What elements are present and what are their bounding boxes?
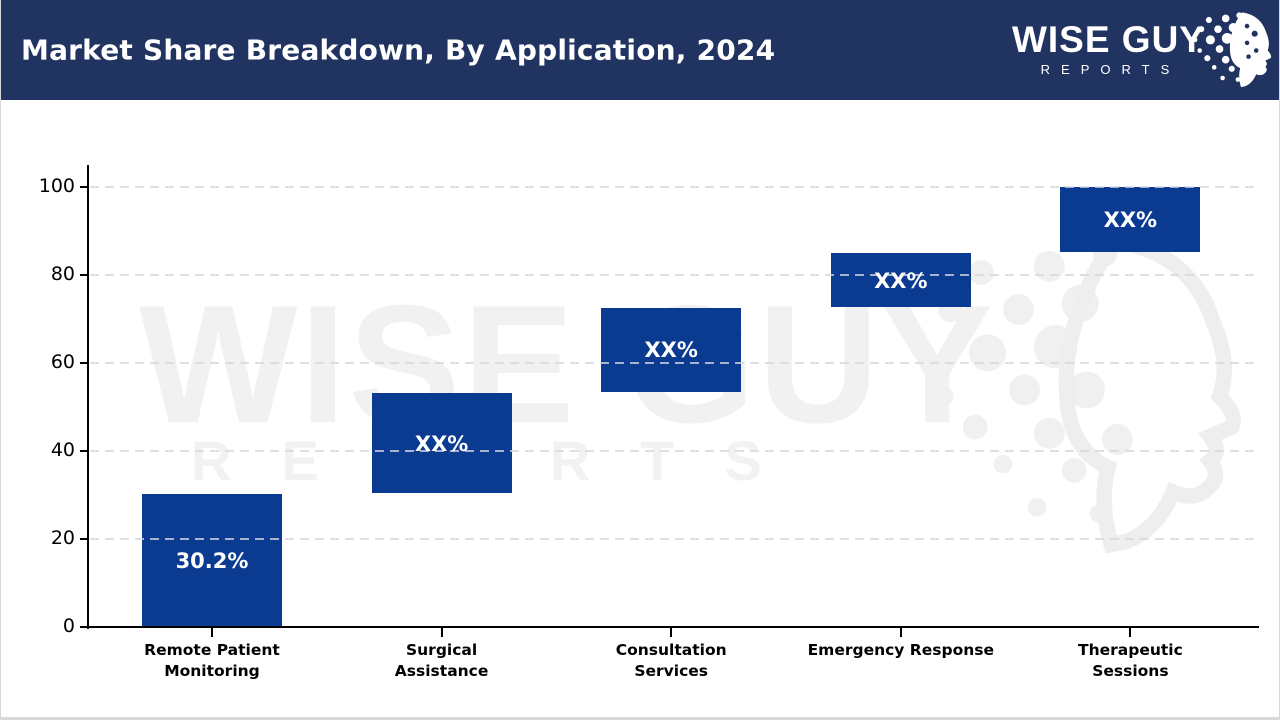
bar-segment: [142, 494, 282, 626]
y-tick-label-40: 40: [50, 439, 75, 461]
x-tick: [440, 628, 443, 637]
x-tick: [899, 628, 902, 637]
x-tick: [1129, 628, 1132, 637]
bar-value-label: XX%: [644, 338, 698, 363]
bar-segment: [601, 308, 742, 392]
x-category-line: Remote Patient: [144, 641, 280, 659]
y-tick-0: [80, 626, 88, 628]
bar-value-label: XX%: [414, 431, 469, 456]
gridline-40: [90, 450, 1259, 452]
logo-wordmark: WISE GUY: [1011, 18, 1205, 60]
x-category-label: Surgical Assistance: [324, 640, 560, 682]
wiseguy-logo: WISE GUY REPORTS: [1012, 6, 1273, 92]
logo-subtext: REPORTS: [1040, 62, 1181, 78]
y-tick-80: [80, 274, 88, 276]
x-category-label: Remote Patient Monitoring: [94, 640, 330, 682]
x-category-label: Therapeutic Sessions: [1012, 640, 1248, 682]
y-tick-20: [80, 538, 88, 540]
bar-segment: [371, 392, 512, 494]
y-tick-label-100: 100: [38, 175, 75, 197]
x-category-line: Services: [634, 662, 709, 680]
bar-value-label: XX%: [874, 268, 928, 293]
gridline-20: [90, 538, 1259, 540]
y-tick-label-20: 20: [50, 527, 75, 549]
x-tick: [211, 628, 213, 637]
bar-value-label: 30.2%: [175, 548, 249, 573]
gridline-60: [90, 362, 1259, 364]
y-axis-line: [87, 165, 89, 629]
x-category-line: Therapeutic: [1078, 641, 1183, 659]
gridline-100: [90, 186, 1259, 188]
logo-head-icon: [1192, 12, 1272, 88]
page-title: Market Share Breakdown, By Application, …: [21, 33, 776, 67]
x-category-label: Emergency Response: [783, 640, 1019, 661]
x-category-line: Assistance: [394, 662, 489, 680]
bar-value-label: XX%: [1103, 208, 1158, 232]
x-category-line: Sessions: [1092, 662, 1169, 680]
x-axis-line: [87, 626, 1259, 628]
y-tick-label-0: 0: [62, 615, 75, 637]
x-category-line: Surgical: [405, 641, 478, 659]
x-tick: [670, 628, 673, 637]
y-tick-60: [80, 362, 88, 364]
x-category-line: Monitoring: [164, 662, 260, 680]
header-bar: Market Share Breakdown, By Application, …: [1, 0, 1279, 100]
logo-text: WISE GUY REPORTS: [1011, 18, 1205, 78]
y-tick-label-80: 80: [50, 263, 75, 285]
gridline-80: [90, 274, 1259, 276]
y-tick-40: [80, 450, 88, 452]
x-category-label: Consultation Services: [553, 640, 789, 682]
x-category-line: Consultation: [615, 641, 727, 659]
y-tick-100: [80, 186, 88, 188]
y-tick-label-60: 60: [50, 351, 75, 373]
x-category-line: Emergency Response: [807, 641, 994, 659]
